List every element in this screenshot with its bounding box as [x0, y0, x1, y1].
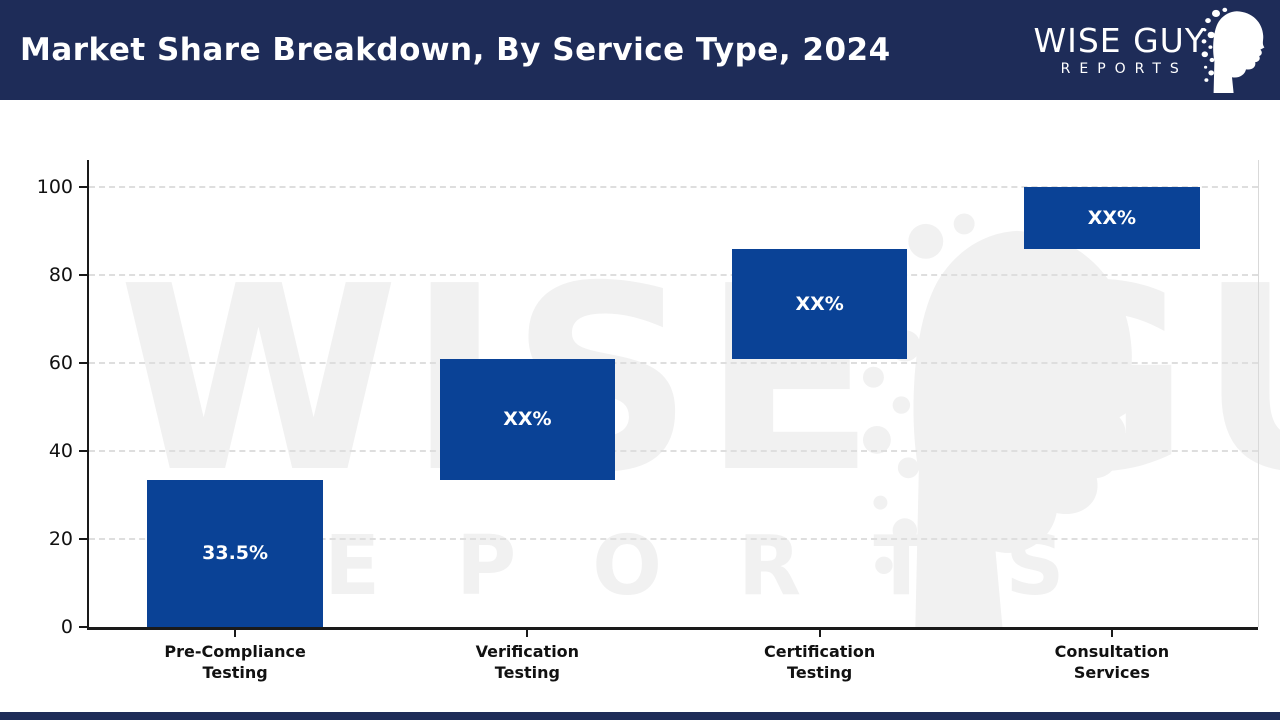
y-tick-80 [79, 274, 87, 276]
y-tick-label-40: 40 [48, 440, 73, 462]
y-axis-line [87, 160, 89, 629]
bar-value-label-0: 33.5% [202, 542, 269, 565]
y-tick-label-100: 100 [36, 176, 73, 198]
y-tick-100 [79, 186, 87, 188]
x-tick-3 [1110, 630, 1113, 637]
bar-segment-3: XX% [1024, 187, 1200, 249]
brand-sub: REPORTS [1060, 60, 1188, 77]
y-tick-label-0: 0 [60, 616, 73, 638]
category-label-0: Pre-Compliance Testing [164, 642, 306, 682]
y-tick-0 [79, 626, 87, 628]
y-tick-label-80: 80 [48, 264, 73, 286]
category-label-2: Certification Testing [763, 642, 876, 682]
bar-segment-0: 33.5% [147, 479, 323, 627]
category-label-1: Verification Testing [475, 642, 580, 682]
bar-value-label-1: XX% [503, 408, 552, 431]
bar-segment-1: XX% [439, 358, 616, 480]
bar-value-label-3: XX% [1087, 206, 1137, 229]
x-axis-line [87, 627, 1258, 630]
x-tick-1 [526, 630, 529, 637]
gridline-20 [89, 538, 1258, 540]
footer-bar [0, 712, 1280, 720]
category-label-3: Consultation Services [1054, 642, 1170, 682]
header: Market Share Breakdown, By Service Type,… [0, 0, 1280, 100]
x-tick-0 [234, 630, 237, 637]
brand-head-icon [1201, 7, 1265, 93]
page-title: Market Share Breakdown, By Service Type,… [20, 32, 891, 68]
x-tick-2 [818, 630, 821, 637]
brand-text: WISE GUY REPORTS [1033, 24, 1206, 77]
bar-segment-2: XX% [731, 248, 908, 359]
gridline-100 [89, 186, 1258, 188]
gridline-60 [89, 362, 1258, 364]
right-spine [1258, 160, 1259, 627]
gridline-80 [89, 274, 1258, 276]
y-tick-label-60: 60 [48, 352, 73, 374]
brand-name: WISE GUY [1033, 20, 1206, 60]
y-tick-40 [79, 450, 87, 452]
y-tick-label-20: 20 [48, 528, 73, 550]
y-tick-20 [79, 538, 87, 540]
y-tick-60 [79, 362, 87, 364]
gridline-40 [89, 450, 1258, 452]
bar-value-label-2: XX% [795, 292, 844, 315]
brand-logo: WISE GUY REPORTS [1033, 0, 1272, 100]
